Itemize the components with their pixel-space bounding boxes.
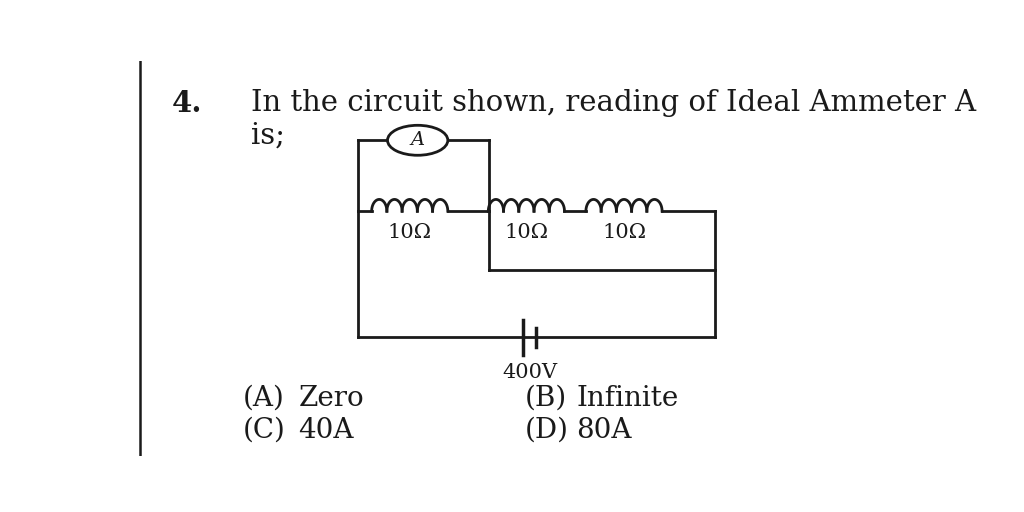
Text: 40A: 40A [299, 417, 354, 443]
Text: A: A [411, 131, 425, 150]
Text: In the circuit shown, reading of Ideal Ammeter A
is;: In the circuit shown, reading of Ideal A… [251, 89, 976, 150]
Circle shape [387, 125, 447, 155]
Text: 10Ω: 10Ω [505, 223, 549, 243]
Text: (D): (D) [524, 417, 568, 443]
Text: (B): (B) [524, 385, 567, 412]
Text: 80A: 80A [577, 417, 632, 443]
Text: 4.: 4. [172, 89, 202, 118]
Text: 400V: 400V [502, 364, 557, 382]
Text: Zero: Zero [299, 385, 365, 412]
Text: 10Ω: 10Ω [388, 223, 432, 243]
Text: Infinite: Infinite [577, 385, 679, 412]
Text: (A): (A) [243, 385, 285, 412]
Text: (C): (C) [243, 417, 286, 443]
Text: 10Ω: 10Ω [602, 223, 646, 243]
